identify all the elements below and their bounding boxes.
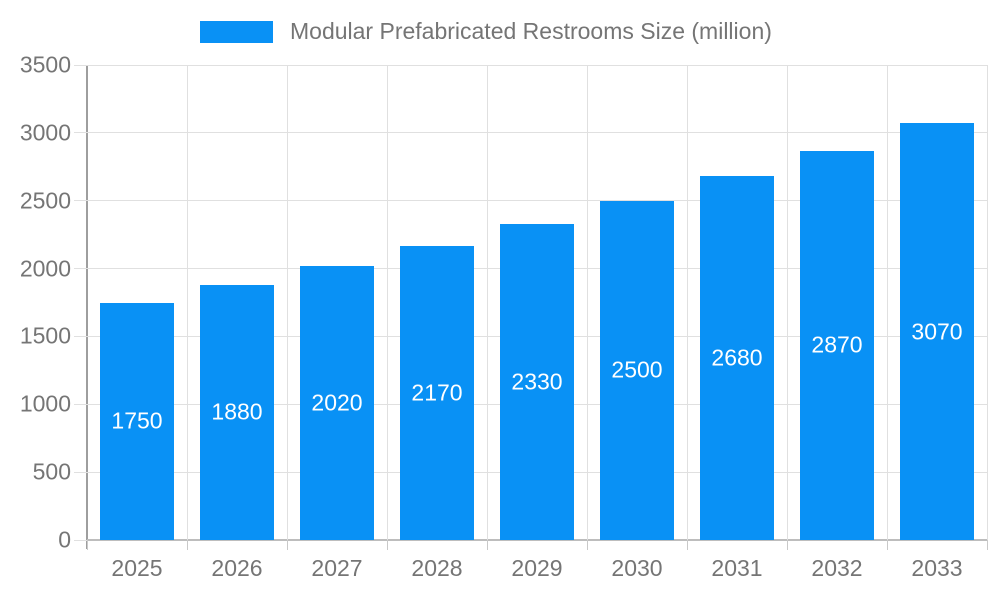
x-tick-label: 2029 <box>511 555 563 581</box>
bar: 2020 <box>300 265 374 540</box>
x-tick-mark <box>986 540 988 550</box>
x-tick-mark <box>86 540 88 550</box>
bar: 2870 <box>800 150 874 540</box>
bar-value-label: 2330 <box>511 368 563 395</box>
y-tick-mark <box>74 335 87 337</box>
x-tick-mark <box>586 540 588 550</box>
y-tick-label: 3500 <box>19 51 71 78</box>
y-tick-label: 2500 <box>19 187 71 214</box>
y-tick-mark <box>74 132 87 134</box>
y-tick-mark <box>74 200 87 202</box>
y-tick-mark <box>74 403 87 405</box>
x-tick-mark <box>686 540 688 550</box>
gridline-horizontal <box>87 132 987 134</box>
bar-value-label: 3070 <box>911 318 963 345</box>
gridline-vertical <box>586 65 588 540</box>
y-tick-label: 2000 <box>19 255 71 282</box>
bar: 1750 <box>100 302 174 540</box>
gridline-vertical <box>886 65 888 540</box>
gridline-horizontal <box>87 64 987 66</box>
bar-value-label: 2870 <box>811 331 863 358</box>
legend-label: Modular Prefabricated Restrooms Size (mi… <box>290 18 772 44</box>
x-tick-mark <box>186 540 188 550</box>
x-tick-label: 2031 <box>711 555 763 581</box>
y-tick-mark <box>74 64 87 66</box>
bar: 2330 <box>500 223 574 540</box>
gridline-vertical <box>286 65 288 540</box>
x-tick-label: 2033 <box>911 555 963 581</box>
x-tick-mark <box>886 540 888 550</box>
y-tick-label: 1500 <box>19 322 71 349</box>
y-tick-label: 3000 <box>19 119 71 146</box>
x-axis-line <box>87 539 987 541</box>
bar-value-label: 2500 <box>611 356 663 383</box>
y-tick-mark <box>74 539 87 541</box>
x-tick-label: 2026 <box>211 555 263 581</box>
x-tick-label: 2027 <box>311 555 363 581</box>
x-tick-label: 2030 <box>611 555 663 581</box>
gridline-vertical <box>686 65 688 540</box>
x-tick-mark <box>486 540 488 550</box>
bar: 2500 <box>600 200 674 540</box>
legend: Modular Prefabricated Restrooms Size (mi… <box>200 18 772 45</box>
bar-value-label: 2020 <box>311 389 363 416</box>
bar: 3070 <box>900 123 974 540</box>
y-tick-label: 1000 <box>19 390 71 417</box>
bar-value-label: 1750 <box>111 407 163 434</box>
gridline-vertical <box>186 65 188 540</box>
bar-value-label: 1880 <box>211 398 263 425</box>
bar: 1880 <box>200 284 274 540</box>
legend-swatch <box>200 20 273 43</box>
gridline-horizontal <box>87 200 987 202</box>
gridline-vertical <box>486 65 488 540</box>
y-axis-line <box>86 65 88 549</box>
y-tick-label: 0 <box>58 526 71 553</box>
y-tick-label: 500 <box>32 458 71 485</box>
x-tick-mark <box>786 540 788 550</box>
gridline-vertical <box>986 65 988 540</box>
y-tick-mark <box>74 471 87 473</box>
x-tick-label: 2028 <box>411 555 463 581</box>
gridline-vertical <box>786 65 788 540</box>
x-tick-label: 2032 <box>811 555 863 581</box>
y-tick-mark <box>74 268 87 270</box>
x-tick-mark <box>286 540 288 550</box>
bar-value-label: 2680 <box>711 344 763 371</box>
plot-area: 0 500 1000 1500 2000 2500 3000 3500 1750 2025 1880… <box>20 53 988 580</box>
gridline-vertical <box>386 65 388 540</box>
x-tick-label: 2025 <box>111 555 163 581</box>
bar: 2170 <box>400 245 474 540</box>
x-tick-mark <box>386 540 388 550</box>
bar: 2680 <box>700 176 774 540</box>
bar-value-label: 2170 <box>411 379 463 406</box>
